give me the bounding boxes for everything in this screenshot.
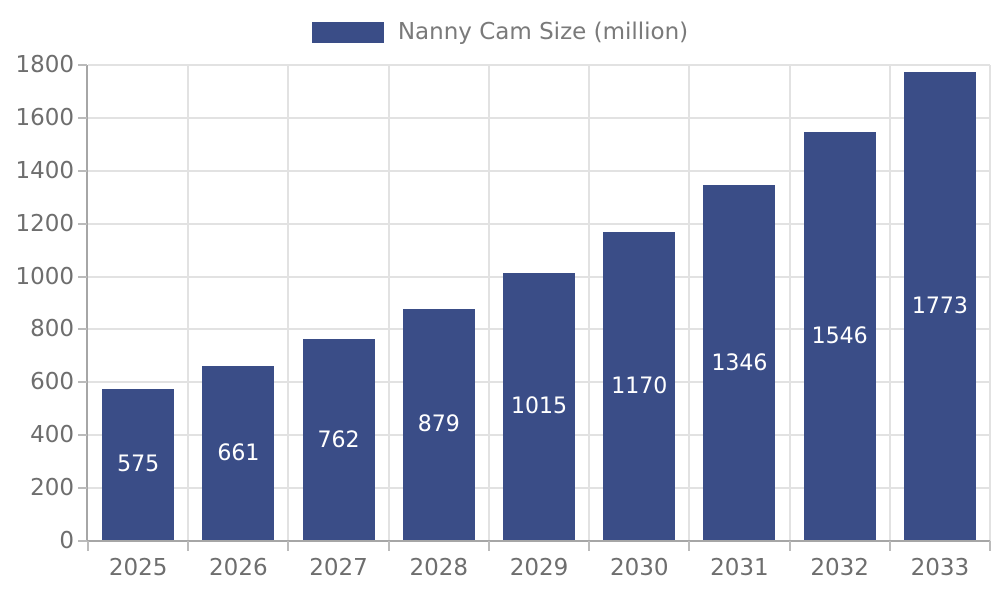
x-tick-label: 2027 bbox=[309, 555, 368, 581]
x-tick-label: 2032 bbox=[810, 555, 869, 581]
bar-value-label: 879 bbox=[417, 412, 460, 438]
x-tick-mark bbox=[888, 541, 891, 551]
bar-value-label: 661 bbox=[217, 441, 260, 467]
x-tick-mark bbox=[487, 541, 490, 551]
x-tick-label: 2029 bbox=[509, 555, 569, 581]
y-tick-mark bbox=[78, 328, 87, 331]
bar: 1346 bbox=[703, 185, 776, 541]
y-tick-mark bbox=[78, 487, 87, 490]
bar-value-label: 1015 bbox=[511, 394, 567, 420]
y-gridline bbox=[88, 169, 990, 172]
bar: 575 bbox=[102, 388, 175, 541]
x-gridline bbox=[287, 65, 290, 541]
y-tick-label: 1200 bbox=[15, 210, 74, 237]
x-tick-mark bbox=[788, 541, 791, 551]
x-gridline bbox=[588, 65, 591, 541]
y-tick-label: 1600 bbox=[15, 104, 74, 131]
x-tick-mark bbox=[287, 541, 290, 551]
bar: 762 bbox=[302, 339, 375, 541]
y-gridline bbox=[88, 116, 990, 119]
x-tick-label: 2026 bbox=[209, 555, 268, 581]
plot-area: 575 661 762 879 1015 1170 1346 1546 1773 bbox=[88, 64, 991, 541]
x-tick-mark bbox=[187, 541, 190, 551]
bar: 1015 bbox=[503, 272, 575, 541]
y-tick-mark bbox=[78, 540, 87, 542]
x-tick-mark bbox=[387, 541, 390, 551]
x-tick-label: 2030 bbox=[609, 555, 669, 581]
bar-value-label: 1346 bbox=[711, 350, 768, 376]
bar-value-label: 762 bbox=[317, 427, 360, 453]
x-gridline bbox=[989, 65, 991, 541]
y-axis-line bbox=[86, 65, 88, 541]
y-tick-mark bbox=[78, 64, 87, 66]
y-tick-mark bbox=[78, 275, 87, 278]
x-tick-mark bbox=[989, 541, 991, 551]
y-tick-mark bbox=[78, 169, 87, 172]
x-tick-mark bbox=[588, 541, 591, 551]
bar: 1170 bbox=[603, 231, 676, 541]
y-tick-label: 1800 bbox=[15, 52, 74, 78]
x-gridline bbox=[788, 65, 791, 541]
legend: Nanny Cam Size (million) bbox=[0, 14, 1000, 50]
y-gridline bbox=[88, 64, 990, 66]
y-gridline bbox=[88, 222, 990, 225]
bar: 1773 bbox=[903, 72, 976, 541]
x-gridline bbox=[888, 65, 891, 541]
bar: 879 bbox=[402, 308, 475, 541]
y-tick-mark bbox=[78, 434, 87, 437]
bar-value-label: 575 bbox=[117, 452, 160, 478]
y-tick-label: 1000 bbox=[15, 263, 74, 290]
y-tick-mark bbox=[78, 222, 87, 225]
y-tick-label: 0 bbox=[59, 528, 74, 554]
y-tick-label: 200 bbox=[30, 475, 74, 502]
x-gridline bbox=[387, 65, 390, 541]
y-tick-mark bbox=[78, 116, 87, 119]
x-tick-label: 2031 bbox=[710, 555, 769, 581]
bar-value-label: 1170 bbox=[611, 373, 668, 399]
x-gridline bbox=[688, 65, 691, 541]
y-tick-label: 1400 bbox=[15, 157, 74, 184]
bar-value-label: 1773 bbox=[911, 294, 968, 320]
y-tick-label: 800 bbox=[30, 316, 74, 343]
x-axis-line bbox=[86, 540, 990, 542]
x-tick-label: 2033 bbox=[910, 555, 970, 581]
y-tick-label: 400 bbox=[30, 422, 74, 449]
bar: 1546 bbox=[803, 132, 876, 541]
x-tick-mark bbox=[87, 541, 89, 551]
x-tick-label: 2028 bbox=[409, 555, 469, 581]
legend-label: Nanny Cam Size (million) bbox=[397, 19, 689, 45]
legend-item[interactable]: Nanny Cam Size (million) bbox=[311, 18, 689, 46]
x-tick-mark bbox=[688, 541, 691, 551]
bar: 661 bbox=[202, 366, 275, 541]
x-gridline bbox=[487, 65, 490, 541]
bar-value-label: 1546 bbox=[811, 324, 868, 350]
x-tick-label: 2025 bbox=[108, 555, 168, 581]
x-gridline bbox=[187, 65, 190, 541]
legend-swatch-icon bbox=[311, 21, 384, 43]
y-tick-label: 600 bbox=[30, 369, 74, 396]
y-tick-mark bbox=[78, 381, 87, 384]
